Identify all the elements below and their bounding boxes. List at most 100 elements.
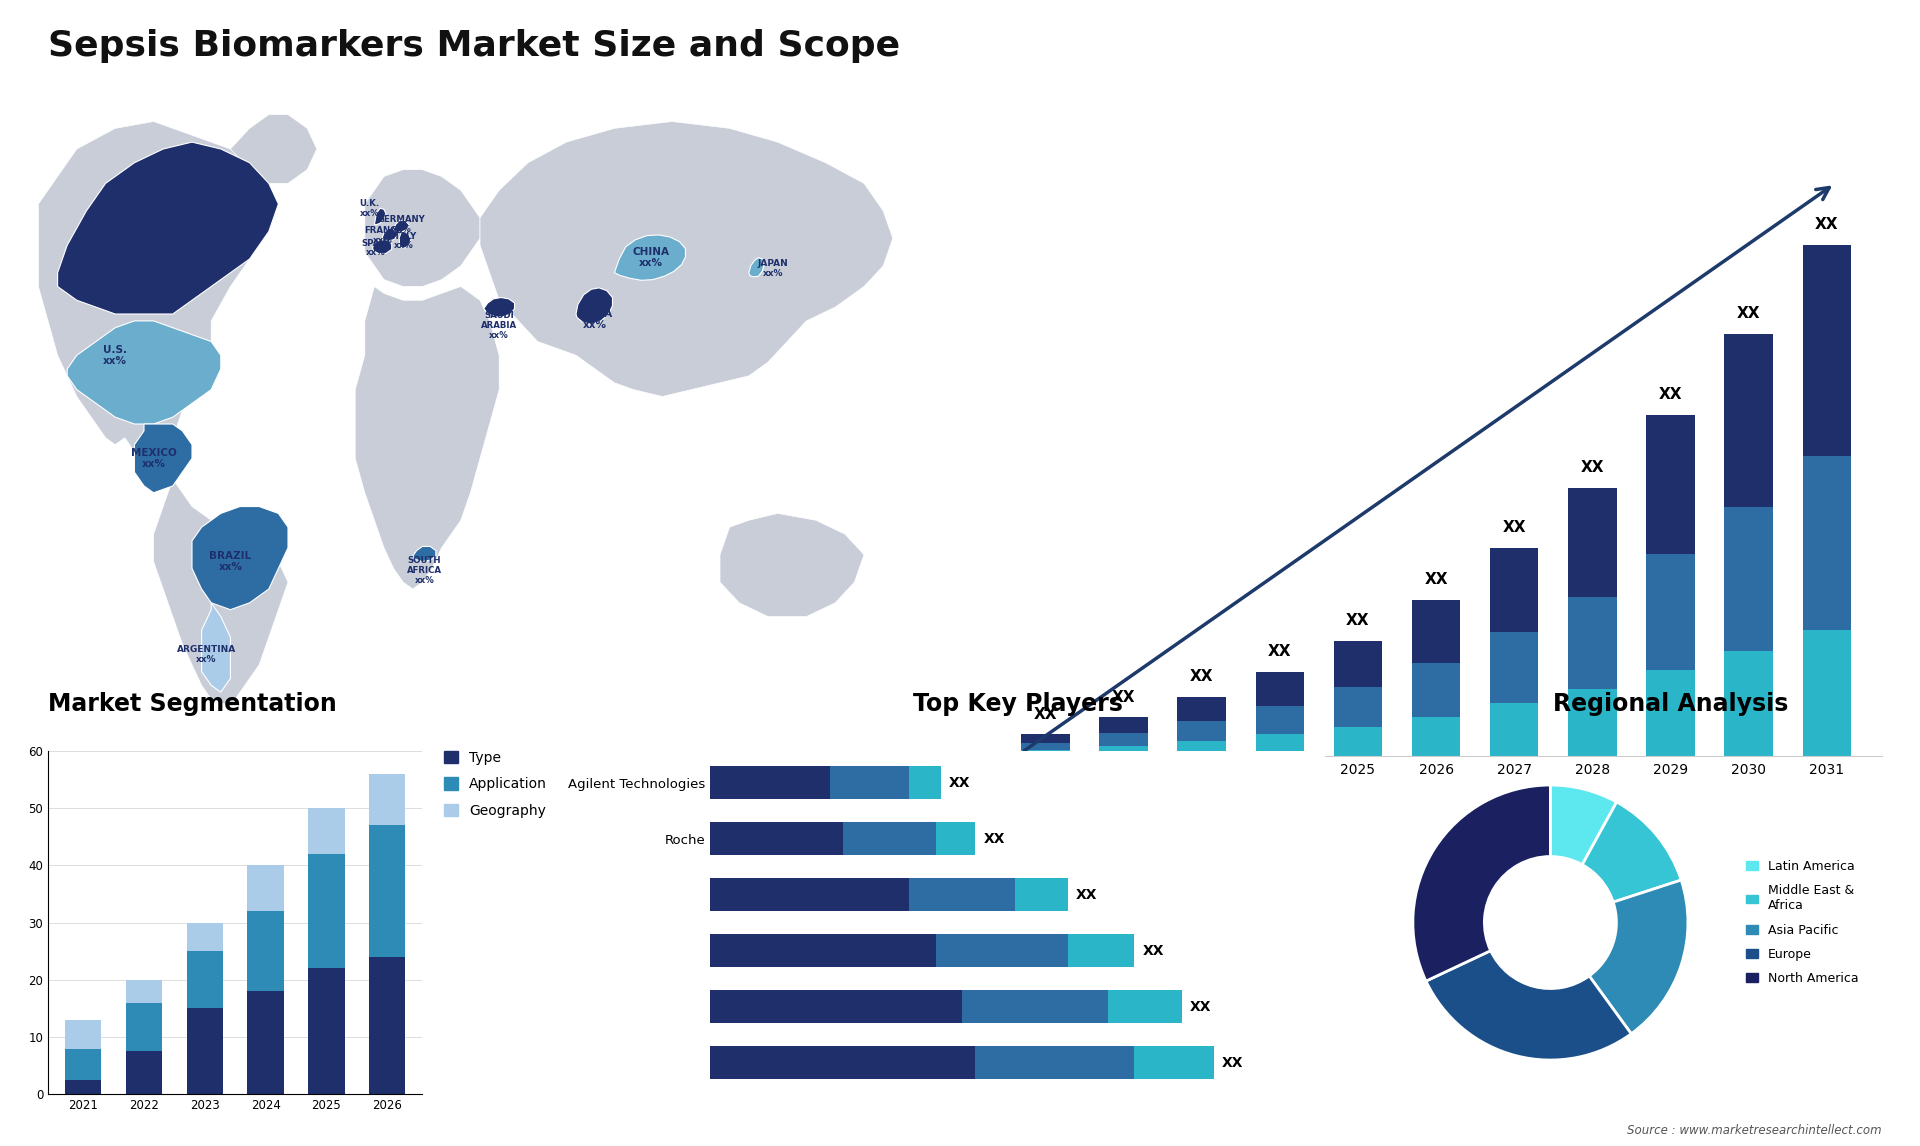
Text: XX: XX xyxy=(1425,572,1448,587)
Bar xyxy=(710,878,910,911)
Bar xyxy=(1256,706,1304,735)
Bar xyxy=(1724,333,1772,507)
Text: XX: XX xyxy=(1503,520,1526,535)
Text: INTELLECT: INTELLECT xyxy=(1807,95,1860,104)
Bar xyxy=(369,774,405,825)
Text: SOUTH
AFRICA
xx%: SOUTH AFRICA xx% xyxy=(407,556,442,584)
Polygon shape xyxy=(374,209,386,225)
Polygon shape xyxy=(382,227,397,241)
Text: ARGENTINA
xx%: ARGENTINA xx% xyxy=(177,645,236,664)
Bar xyxy=(935,823,975,855)
Polygon shape xyxy=(134,424,192,493)
Text: MARKET: MARKET xyxy=(1807,49,1849,58)
Bar xyxy=(1108,990,1183,1022)
Bar xyxy=(843,823,935,855)
Polygon shape xyxy=(355,286,499,589)
Bar xyxy=(1177,721,1225,741)
Text: Source : www.marketresearchintellect.com: Source : www.marketresearchintellect.com xyxy=(1626,1124,1882,1137)
Text: U.K.
xx%: U.K. xx% xyxy=(359,199,380,218)
Bar xyxy=(1016,878,1068,911)
Bar xyxy=(1411,716,1461,756)
Bar xyxy=(1645,555,1695,670)
Polygon shape xyxy=(480,121,893,397)
Text: XX: XX xyxy=(1267,644,1292,659)
Bar xyxy=(1334,641,1382,688)
Text: XX: XX xyxy=(1221,1055,1244,1069)
Text: XX: XX xyxy=(1738,306,1761,321)
Bar xyxy=(1490,704,1538,756)
Text: XX: XX xyxy=(1190,999,1212,1013)
Bar xyxy=(975,1046,1135,1078)
Bar xyxy=(307,854,344,968)
Bar xyxy=(910,878,1016,911)
Polygon shape xyxy=(192,507,288,610)
Text: XX: XX xyxy=(948,776,970,790)
Legend: Type, Application, Geography: Type, Application, Geography xyxy=(444,751,547,818)
Polygon shape xyxy=(399,231,411,248)
Text: FRANCE
xx%: FRANCE xx% xyxy=(365,226,401,245)
Text: XX: XX xyxy=(1580,460,1605,474)
Wedge shape xyxy=(1582,802,1682,902)
Bar xyxy=(1021,743,1069,751)
Text: Sepsis Biomarkers Market Size and Scope: Sepsis Biomarkers Market Size and Scope xyxy=(48,29,900,63)
Bar xyxy=(186,923,223,951)
Bar xyxy=(369,825,405,957)
Text: RESEARCH: RESEARCH xyxy=(1807,72,1860,81)
Text: Top Key Players: Top Key Players xyxy=(912,692,1123,716)
Text: XX: XX xyxy=(1142,943,1164,958)
Wedge shape xyxy=(1549,785,1617,865)
Bar xyxy=(1411,601,1461,664)
Text: MEXICO
xx%: MEXICO xx% xyxy=(131,448,177,469)
Bar xyxy=(1334,727,1382,756)
Bar xyxy=(1411,664,1461,716)
Polygon shape xyxy=(58,142,278,314)
Bar xyxy=(369,957,405,1094)
Bar xyxy=(1724,651,1772,756)
Bar xyxy=(1645,415,1695,555)
Polygon shape xyxy=(720,513,864,617)
Bar xyxy=(1256,672,1304,706)
Polygon shape xyxy=(576,288,612,324)
Bar xyxy=(1569,487,1617,597)
Text: BRAZIL
xx%: BRAZIL xx% xyxy=(209,551,252,572)
Bar xyxy=(127,980,163,1003)
Bar xyxy=(1490,548,1538,633)
Bar xyxy=(710,823,843,855)
Bar xyxy=(1177,741,1225,756)
Bar xyxy=(710,990,962,1022)
Wedge shape xyxy=(1590,880,1688,1034)
Polygon shape xyxy=(1657,56,1797,121)
Wedge shape xyxy=(1413,785,1551,981)
Bar xyxy=(962,990,1108,1022)
Text: JAPAN
xx%: JAPAN xx% xyxy=(756,259,789,278)
Text: XX: XX xyxy=(983,832,1004,846)
Bar xyxy=(710,1046,975,1078)
Text: CHINA
xx%: CHINA xx% xyxy=(632,248,670,268)
Bar xyxy=(307,808,344,854)
Bar xyxy=(910,767,941,799)
Polygon shape xyxy=(394,220,409,233)
Bar xyxy=(248,991,284,1094)
Polygon shape xyxy=(38,121,278,479)
Bar xyxy=(307,968,344,1094)
Bar xyxy=(1724,507,1772,651)
Text: U.S.
xx%: U.S. xx% xyxy=(104,345,127,366)
Polygon shape xyxy=(230,115,317,183)
Legend: Latin America, Middle East &
Africa, Asia Pacific, Europe, North America: Latin America, Middle East & Africa, Asi… xyxy=(1745,860,1859,986)
Bar xyxy=(1334,688,1382,727)
Bar xyxy=(186,951,223,1008)
Text: Regional Analysis: Regional Analysis xyxy=(1553,692,1788,716)
Bar xyxy=(1100,732,1148,746)
Bar xyxy=(127,1052,163,1094)
Text: Market Segmentation: Market Segmentation xyxy=(48,692,336,716)
Polygon shape xyxy=(372,240,392,253)
Bar xyxy=(1645,670,1695,756)
Polygon shape xyxy=(154,479,288,706)
Bar xyxy=(127,1003,163,1052)
Polygon shape xyxy=(413,547,436,562)
Text: XX: XX xyxy=(1033,707,1058,722)
Bar xyxy=(1256,735,1304,756)
Text: SAUDI
ARABIA
xx%: SAUDI ARABIA xx% xyxy=(482,312,516,340)
Bar xyxy=(1490,633,1538,704)
Bar xyxy=(1803,629,1851,756)
